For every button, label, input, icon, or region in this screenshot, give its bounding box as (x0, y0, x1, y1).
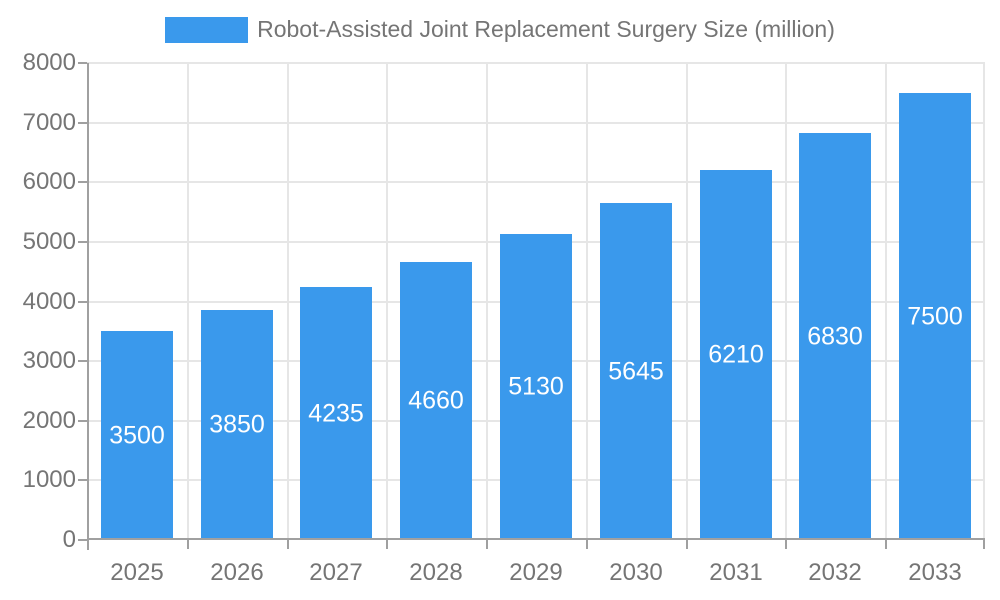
x-tick (686, 540, 688, 549)
y-tick (78, 62, 87, 64)
x-tick-label: 2030 (609, 559, 663, 586)
gridline-h (87, 181, 985, 184)
x-tick (287, 540, 289, 549)
y-tick-label: 6000 (22, 168, 76, 196)
gridline-v (386, 63, 388, 540)
x-tick-label: 2032 (808, 559, 862, 586)
bar-value-label: 3500 (109, 421, 165, 449)
bar[interactable]: 5645 (600, 203, 672, 540)
legend-item[interactable]: Robot-Assisted Joint Replacement Surgery… (165, 17, 835, 43)
bar-value-label: 4235 (308, 399, 364, 427)
bar[interactable]: 7500 (899, 93, 971, 540)
bar-value-label: 5645 (608, 357, 664, 385)
bar[interactable]: 3500 (101, 331, 173, 540)
x-tick (386, 540, 388, 549)
x-tick-label: 2033 (908, 559, 962, 586)
y-tick-label: 2000 (22, 406, 76, 434)
bar-value-label: 5130 (508, 372, 564, 401)
bar[interactable]: 4660 (400, 262, 472, 540)
bar-value-label: 3850 (209, 410, 265, 439)
x-tick (87, 540, 89, 549)
y-tick (78, 181, 87, 184)
y-tick-label: 8000 (22, 49, 76, 76)
x-tick-label: 2029 (509, 559, 563, 586)
y-tick (78, 300, 87, 303)
y-axis-line (87, 63, 89, 550)
x-axis-line (87, 538, 985, 540)
y-tick (78, 240, 87, 243)
x-tick (785, 540, 787, 549)
gridline-v (287, 63, 289, 540)
gridline-v (983, 63, 985, 540)
legend-label: Robot-Assisted Joint Replacement Surgery… (257, 16, 835, 43)
gridline-h (87, 121, 985, 124)
bar[interactable]: 5130 (500, 234, 572, 540)
gridline-v (586, 63, 588, 540)
bar[interactable]: 4235 (300, 287, 372, 540)
bar-value-label: 4660 (408, 386, 464, 415)
y-tick-label: 3000 (22, 347, 76, 375)
gridline-v (885, 63, 887, 540)
x-tick (983, 540, 985, 549)
x-tick-label: 2025 (110, 559, 164, 586)
gridline-v (785, 63, 787, 540)
bar-value-label: 7500 (907, 302, 963, 330)
x-tick-label: 2031 (709, 559, 763, 586)
gridline-v (686, 63, 688, 540)
bar-value-label: 6830 (807, 322, 863, 350)
bar-value-label: 6210 (708, 340, 764, 369)
bar[interactable]: 6210 (700, 170, 772, 540)
y-tick-label: 1000 (22, 466, 76, 494)
legend-swatch (165, 17, 249, 43)
y-tick (78, 479, 87, 482)
gridline-v (187, 63, 189, 540)
y-tick-label: 4000 (22, 287, 76, 315)
x-tick (885, 540, 887, 549)
y-tick-label: 7000 (22, 108, 76, 136)
y-tick (78, 360, 87, 363)
y-tick (78, 539, 87, 541)
x-axis-labels: 2025 2026 2027 2028 2029 2030 2031 2032 2033 (87, 556, 985, 596)
x-tick-label: 2028 (409, 559, 463, 586)
x-tick-label: 2027 (309, 559, 363, 586)
legend: Robot-Assisted Joint Replacement Surgery… (0, 17, 1000, 43)
x-tick (486, 540, 488, 549)
y-tick (78, 121, 87, 124)
x-tick (187, 540, 189, 549)
gridline-h (87, 62, 985, 64)
x-tick-label: 2026 (210, 559, 264, 586)
bar[interactable]: 3850 (201, 310, 273, 540)
plot-area: 3500 3850 4235 4660 5130 5645 6210 6830 7500 (78, 62, 985, 550)
y-tick-label: 0 (62, 526, 76, 553)
y-tick-label: 5000 (22, 227, 76, 255)
y-tick (78, 419, 87, 422)
y-axis-labels: 0 1000 2000 3000 4000 5000 6000 7000 8000 (0, 51, 76, 552)
bar[interactable]: 6830 (799, 133, 871, 540)
x-tick (586, 540, 588, 549)
gridline-v (486, 63, 488, 540)
